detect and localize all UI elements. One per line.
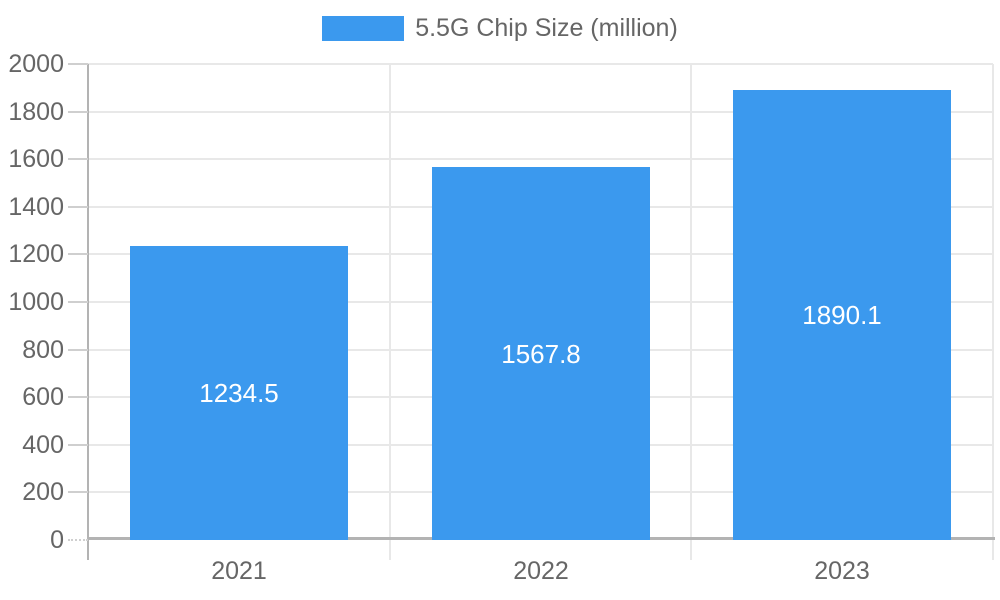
- y-axis-label: 200: [22, 478, 64, 507]
- bar-value-label: 1234.5: [199, 378, 279, 408]
- y-tick: [68, 443, 88, 446]
- y-tick: [68, 205, 88, 208]
- y-axis-label: 0: [50, 526, 64, 554]
- y-gridline: [88, 158, 993, 161]
- y-tick: [68, 348, 88, 351]
- y-tick: [68, 301, 88, 303]
- x-axis-label: 2021: [211, 557, 267, 585]
- y-axis-line: [87, 64, 89, 560]
- x-axis-label: 2022: [513, 557, 569, 585]
- y-axis-label: 1800: [8, 97, 64, 126]
- chart-legend: 5.5G Chip Size (million): [0, 14, 1000, 42]
- bar-2023[interactable]: [733, 90, 951, 540]
- x-gridline: [992, 64, 994, 560]
- y-gridline: [88, 110, 993, 113]
- y-axis-label: 1400: [8, 192, 64, 221]
- y-axis-label: 2000: [8, 50, 64, 78]
- y-axis-label: 600: [22, 383, 64, 412]
- legend-item[interactable]: 5.5G Chip Size (million): [322, 14, 678, 42]
- y-axis-label: 800: [22, 335, 64, 364]
- y-axis-label: 400: [22, 430, 64, 459]
- bar-value-label: 1890.1: [802, 300, 882, 330]
- x-gridline: [389, 64, 391, 560]
- x-gridline: [690, 64, 692, 560]
- y-tick: [68, 110, 88, 113]
- y-tick: [68, 63, 88, 65]
- bar-2022[interactable]: [432, 167, 650, 540]
- y-tick: [68, 539, 88, 541]
- y-tick: [68, 396, 88, 399]
- y-axis-label: 1600: [8, 145, 64, 174]
- legend-label: 5.5G Chip Size (million): [415, 14, 678, 42]
- plot-area: 1234.5 1567.8 1890.1: [87, 63, 995, 560]
- y-tick: [68, 491, 88, 494]
- bar-value-label: 1567.8: [501, 339, 581, 369]
- bar-2021[interactable]: [130, 246, 348, 540]
- x-axis-label: 2023: [814, 557, 870, 585]
- legend-swatch-icon: [322, 15, 405, 41]
- y-tick: [68, 253, 88, 256]
- y-tick: [68, 158, 88, 161]
- y-axis-label: 1200: [8, 240, 64, 269]
- y-gridline: [88, 63, 993, 65]
- y-axis-label: 1000: [8, 288, 64, 316]
